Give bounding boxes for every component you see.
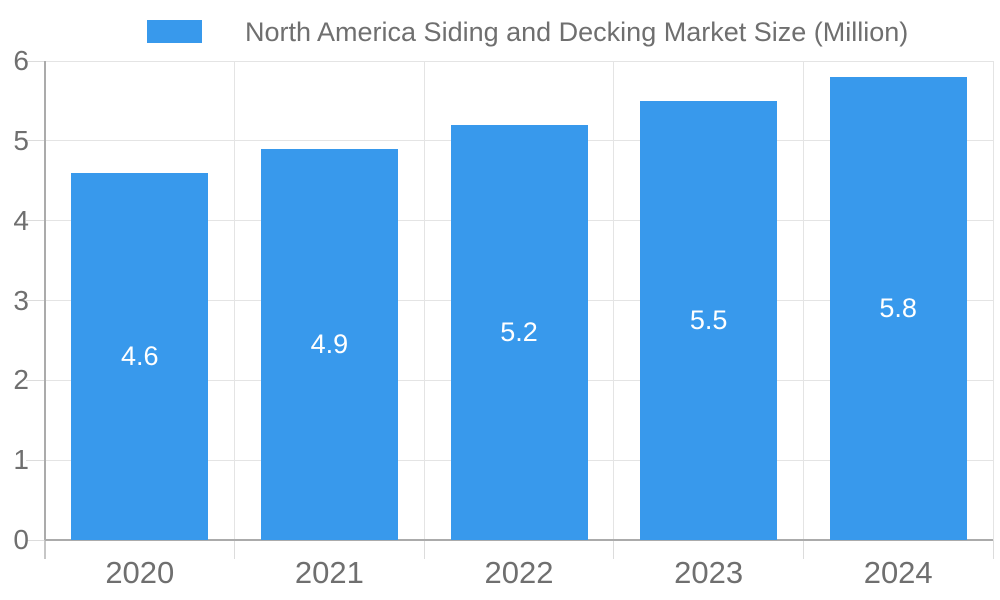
x-tick-label: 2024 <box>863 555 933 590</box>
x-axis-tick <box>423 540 425 559</box>
y-axis-line <box>44 61 46 540</box>
x-axis-line <box>45 539 993 541</box>
y-axis-tick <box>26 140 45 142</box>
legend[interactable]: North America Siding and Decking Market … <box>0 0 1000 52</box>
y-axis-tick <box>26 379 45 381</box>
bar-value-label: 4.6 <box>121 341 159 372</box>
bar-value-label: 5.2 <box>500 317 538 348</box>
y-axis-tick <box>26 220 45 222</box>
y-axis-tick <box>26 60 45 62</box>
gridline-vertical <box>802 61 804 540</box>
bar[interactable] <box>71 172 209 540</box>
y-tick-label: 3 <box>13 284 29 316</box>
bar[interactable] <box>640 100 778 540</box>
x-axis-tick <box>992 540 994 559</box>
y-tick-label: 0 <box>13 524 29 555</box>
x-tick-label: 2021 <box>294 555 364 590</box>
bar[interactable] <box>450 124 588 540</box>
gridline-vertical <box>423 61 425 540</box>
y-axis-tick <box>26 539 45 541</box>
gridline-vertical <box>613 61 615 540</box>
y-axis-tick <box>26 300 45 301</box>
y-tick-label: 4 <box>13 204 29 236</box>
x-tick-label: 2023 <box>674 555 744 590</box>
y-tick-label: 2 <box>13 364 29 396</box>
x-tick-label: 2022 <box>484 555 554 590</box>
x-axis-tick <box>802 540 804 559</box>
gridline-vertical <box>234 61 236 540</box>
y-axis-tick <box>26 459 45 461</box>
bar[interactable] <box>829 76 967 540</box>
bar[interactable] <box>260 148 398 540</box>
y-tick-label: 5 <box>13 124 29 156</box>
bar-value-label: 5.5 <box>689 305 728 336</box>
legend-label: North America Siding and Decking Market … <box>245 17 909 47</box>
y-axis-tick-below <box>44 540 46 559</box>
bar-value-label: 4.9 <box>310 329 349 360</box>
gridline-horizontal <box>45 60 993 62</box>
x-axis-tick <box>234 540 236 559</box>
y-tick-label: 1 <box>13 444 29 476</box>
x-tick-label: 2020 <box>105 555 175 590</box>
y-tick-label: 6 <box>13 45 29 76</box>
x-axis-tick <box>613 540 615 559</box>
gridline-vertical <box>992 61 994 540</box>
bar-value-label: 5.8 <box>879 293 917 324</box>
legend-swatch <box>147 20 202 43</box>
